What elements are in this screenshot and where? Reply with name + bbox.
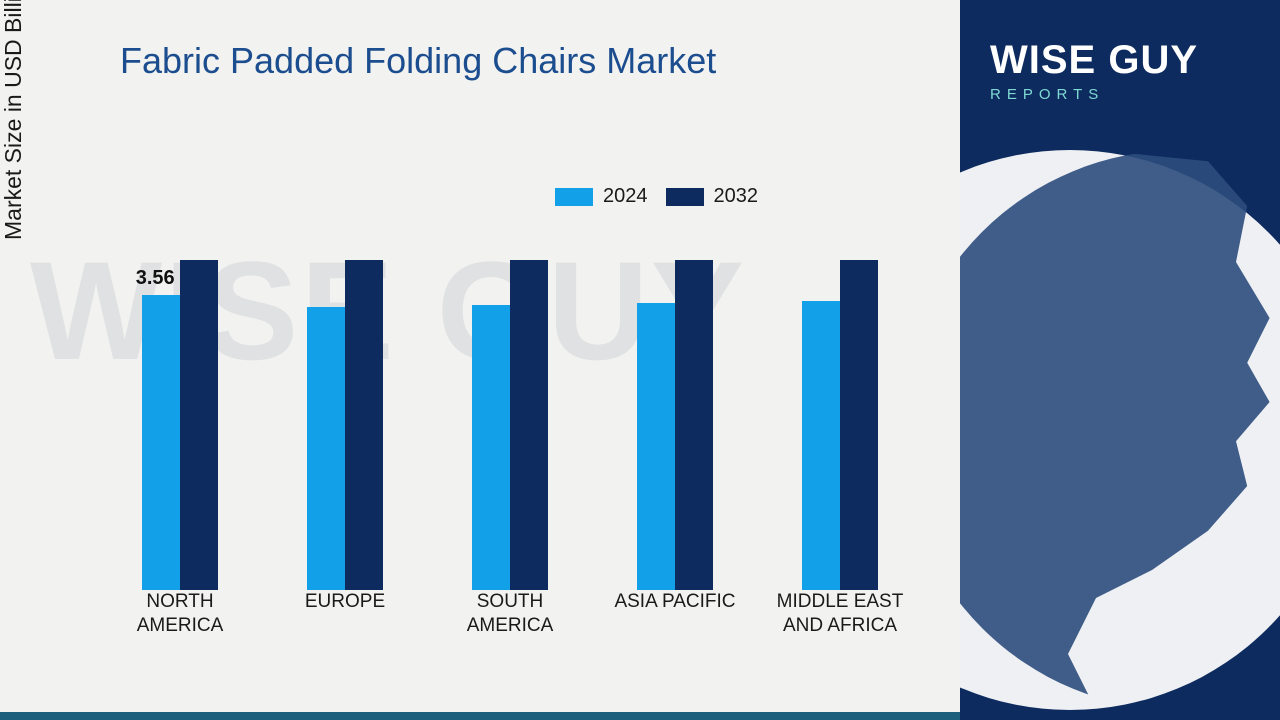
bar-2032-middle-east-africa[interactable] [840,260,878,590]
category-label-south-america: SOUTH AMERICA [440,590,580,638]
chart-header: Fabric Padded Folding Chairs Market [120,40,716,82]
bar-2024-middle-east-africa[interactable] [802,301,840,590]
bar-2032-south-america[interactable] [510,260,548,590]
brand-logo: WISE GUY REPORTS [990,40,1250,103]
legend-item-2032[interactable]: 2032 [666,185,759,208]
chart-legend: 2024 2032 [555,185,758,208]
category-label-north-america: NORTH AMERICA [110,590,250,638]
bar-2024-north-america[interactable]: 3.56 [142,295,180,590]
page-title: Fabric Padded Folding Chairs Market [120,40,716,82]
slide-root: WISE GUY Fabric Padded Folding Chairs Ma… [0,0,1280,720]
legend-label-2024: 2024 [603,185,648,208]
brand-side-panel: WISE GUY REPORTS [960,0,1280,720]
category-label-middle-east-africa: MIDDLE EAST AND AFRICA [770,590,910,638]
bar-group-asia-pacific [605,260,745,590]
legend-label-2032: 2032 [714,185,759,208]
bar-2024-south-america[interactable] [472,305,510,590]
bar-group-south-america [440,260,580,590]
bar-group-north-america: 3.56 [110,260,250,590]
bar-2032-north-america[interactable] [180,260,218,590]
bar-2024-asia-pacific[interactable] [637,303,675,590]
category-label-asia-pacific: ASIA PACIFIC [605,590,745,638]
bar-value-label-north-america: 3.56 [136,267,175,290]
bottom-accent-strip [0,712,960,720]
bar-plot-area: 3.56 [110,260,910,590]
category-label-europe: EUROPE [275,590,415,638]
legend-swatch-2032 [666,188,704,206]
bar-2032-europe[interactable] [345,260,383,590]
bar-2032-asia-pacific[interactable] [675,260,713,590]
bar-chart: 2024 2032 Market Size in USD Billion 3.5… [55,185,925,675]
logo-title-line1: WISE GUY [990,40,1250,80]
bar-group-europe [275,260,415,590]
legend-item-2024[interactable]: 2024 [555,185,648,208]
logo-title-line2: REPORTS [990,86,1250,103]
category-labels: NORTH AMERICA EUROPE SOUTH AMERICA ASIA … [110,590,910,638]
legend-swatch-2024 [555,188,593,206]
bar-group-middle-east-africa [770,260,910,590]
bar-2024-europe[interactable] [307,307,345,590]
y-axis-label: Market Size in USD Billion [0,0,27,240]
